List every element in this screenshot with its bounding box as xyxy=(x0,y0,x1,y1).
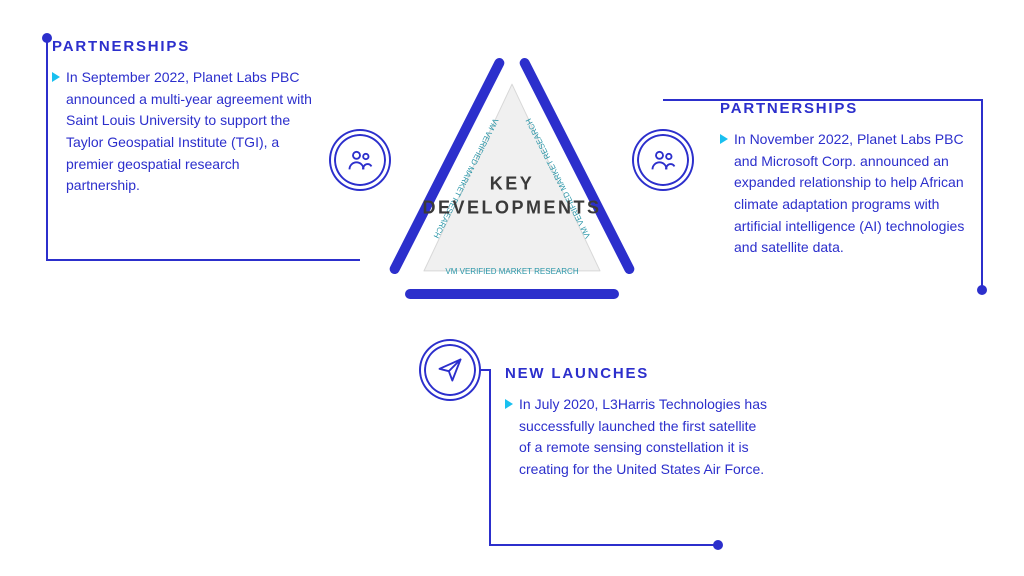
panel-title: NEW LAUNCHES xyxy=(505,365,770,382)
panel-text: In September 2022, Planet Labs PBC annou… xyxy=(66,69,312,193)
paper-plane-icon xyxy=(436,356,464,384)
icon-circle-left xyxy=(331,131,389,189)
svg-text:VM VERIFIED MARKET RESEARCH: VM VERIFIED MARKET RESEARCH xyxy=(445,267,578,276)
panel-body: In November 2022, Planet Labs PBC and Mi… xyxy=(720,129,985,259)
panel-new-launches: NEW LAUNCHES In July 2020, L3Harris Tech… xyxy=(505,365,770,481)
panel-title: PARTNERSHIPS xyxy=(720,100,985,117)
icon-circle-bottom xyxy=(421,341,479,399)
people-icon xyxy=(346,146,374,174)
center-line2: DEVELOPMENTS xyxy=(422,196,601,220)
panel-text: In November 2022, Planet Labs PBC and Mi… xyxy=(734,131,964,255)
panel-text: In July 2020, L3Harris Technologies has … xyxy=(519,396,767,477)
icon-circle-right xyxy=(634,131,692,189)
infographic-root: VM VERIFIED MARKET RESEARCHVM VERIFIED M… xyxy=(0,0,1024,576)
panel-body: In September 2022, Planet Labs PBC annou… xyxy=(52,67,317,197)
triangle-bullet-icon xyxy=(505,399,513,409)
panel-partnerships-left: PARTNERSHIPS In September 2022, Planet L… xyxy=(52,38,317,197)
people-icon xyxy=(649,146,677,174)
triangle-bullet-icon xyxy=(52,72,60,82)
triangle-bullet-icon xyxy=(720,134,728,144)
panel-title: PARTNERSHIPS xyxy=(52,38,317,55)
panel-partnerships-right: PARTNERSHIPS In November 2022, Planet La… xyxy=(720,100,985,259)
panel-body: In July 2020, L3Harris Technologies has … xyxy=(505,394,770,481)
center-triangle: VM VERIFIED MARKET RESEARCHVM VERIFIED M… xyxy=(348,10,676,330)
center-line1: KEY xyxy=(422,171,601,195)
center-label: KEY DEVELOPMENTS xyxy=(422,171,601,220)
